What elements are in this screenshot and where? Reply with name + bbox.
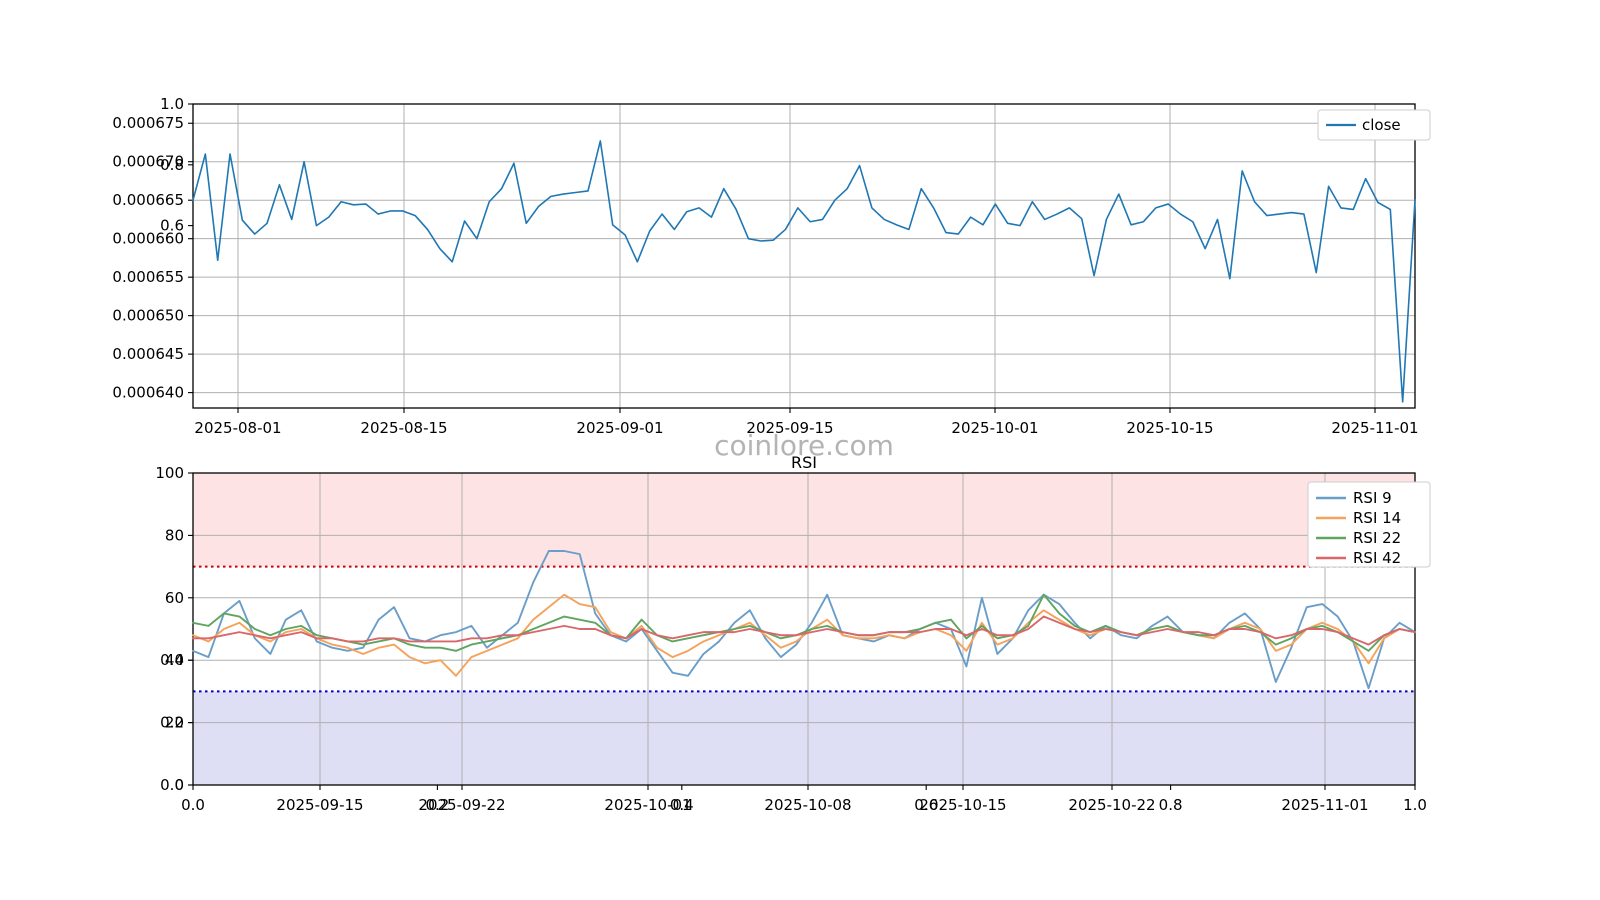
rsi-legend-label-rsi-22: RSI 22 xyxy=(1353,529,1401,547)
rsi-xtick-sec-label-0: 0.0 xyxy=(181,796,205,814)
rsi-xtick-sec-label-1: 0.2 xyxy=(425,796,449,814)
price-xtick-label-1: 2025-08-15 xyxy=(360,419,447,437)
rsi-xtick-label-3: 2025-10-08 xyxy=(764,796,851,814)
rsi-legend-label-rsi-42: RSI 42 xyxy=(1353,549,1401,567)
price-ytick-label-3: 0.000655 xyxy=(112,268,184,286)
price-ytick-label-4: 0.000660 xyxy=(112,230,184,248)
rsi-xtick-sec-label-3: 0.6 xyxy=(914,796,938,814)
rsi-ytick-label-3: 60 xyxy=(165,589,184,607)
price-legend: close xyxy=(1317,109,1431,141)
rsi-legend: RSI 9 RSI 14 RSI 22 RSI 42 xyxy=(1307,481,1431,568)
price-xtick-label-2: 2025-09-01 xyxy=(576,419,663,437)
rsi-panel: 0 20 40 60 80 100 0.0 0.2 0.4 2025-09-15 2025-09-2… xyxy=(155,464,1427,814)
rsi-ytick-sec-label-2: 0.4 xyxy=(160,651,184,669)
rsi-ytick-label-1: 20 xyxy=(165,714,184,732)
rsi-xtick-label-6: 2025-11-01 xyxy=(1281,796,1368,814)
price-ytick-label-1: 0.000645 xyxy=(112,345,184,363)
rsi-xtick-sec-label-4: 0.8 xyxy=(1159,796,1183,814)
coinlore-watermark: coinlore.com xyxy=(714,429,894,462)
price-panel: 0.000640 0.000645 0.000650 0.000655 0.000660… xyxy=(112,95,1418,437)
price-legend-box xyxy=(1317,109,1431,141)
price-ytick-label-0: 0.000640 xyxy=(112,384,184,402)
price-axes-spine xyxy=(192,103,1416,409)
price-legend-label-close: close xyxy=(1362,116,1401,134)
rsi-legend-label-rsi-14: RSI 14 xyxy=(1353,509,1401,527)
price-ytick-label-5: 0.000665 xyxy=(112,191,184,209)
rsi-xtick-label-1: 2025-09-22 xyxy=(418,796,505,814)
rsi-series-rsi-9 xyxy=(192,550,1416,690)
price-xtick-label-3: 2025-09-15 xyxy=(746,419,833,437)
rsi-xtick-sec-label-2: 0.4 xyxy=(670,796,694,814)
rsi-ytick-sec-label-0: 0.0 xyxy=(160,776,184,794)
rsi-ytick-sec-label-1: 0.2 xyxy=(160,714,184,732)
rsi-ytick-label-4: 80 xyxy=(165,526,184,544)
price-ytick-sec-label-2: 1.0 xyxy=(160,95,184,113)
rsi-xtick-label-4: 2025-10-15 xyxy=(919,796,1006,814)
rsi-xtick-sec-label-5: 1.0 xyxy=(1403,796,1427,814)
rsi-legend-box xyxy=(1307,481,1431,568)
price-xtick-label-4: 2025-10-01 xyxy=(951,419,1038,437)
rsi-oversold-band xyxy=(193,691,1415,785)
rsi-series-rsi-42 xyxy=(192,615,1416,646)
rsi-xtick-label-0: 2025-09-15 xyxy=(276,796,363,814)
price-series-close xyxy=(192,140,1416,403)
rsi-ytick-label-5: 100 xyxy=(155,464,184,482)
rsi-ytick-label-2: 40 xyxy=(165,651,184,669)
rsi-xtick-label-5: 2025-10-22 xyxy=(1068,796,1155,814)
rsi-legend-label-rsi-9: RSI 9 xyxy=(1353,489,1392,507)
price-ytick-label-6: 0.000670 xyxy=(112,153,184,171)
price-xtick-label-0: 2025-08-01 xyxy=(194,419,281,437)
rsi-overbought-band xyxy=(193,473,1415,567)
rsi-axes-spine xyxy=(192,472,1416,786)
rsi-ytick-label-0: 0 xyxy=(174,776,184,794)
price-xtick-label-5: 2025-10-15 xyxy=(1126,419,1213,437)
price-ytick-label-7: 0.000675 xyxy=(112,114,184,132)
rsi-series-rsi-14 xyxy=(192,593,1416,677)
rsi-xtick-label-2: 2025-10-01 xyxy=(604,796,691,814)
rsi-panel-title: RSI xyxy=(791,453,817,472)
price-xtick-label-6: 2025-11-01 xyxy=(1331,419,1418,437)
price-ytick-sec-label-1: 0.8 xyxy=(160,156,184,174)
price-ytick-sec-label-0: 0.6 xyxy=(160,217,184,235)
price-ytick-label-2: 0.000650 xyxy=(112,307,184,325)
